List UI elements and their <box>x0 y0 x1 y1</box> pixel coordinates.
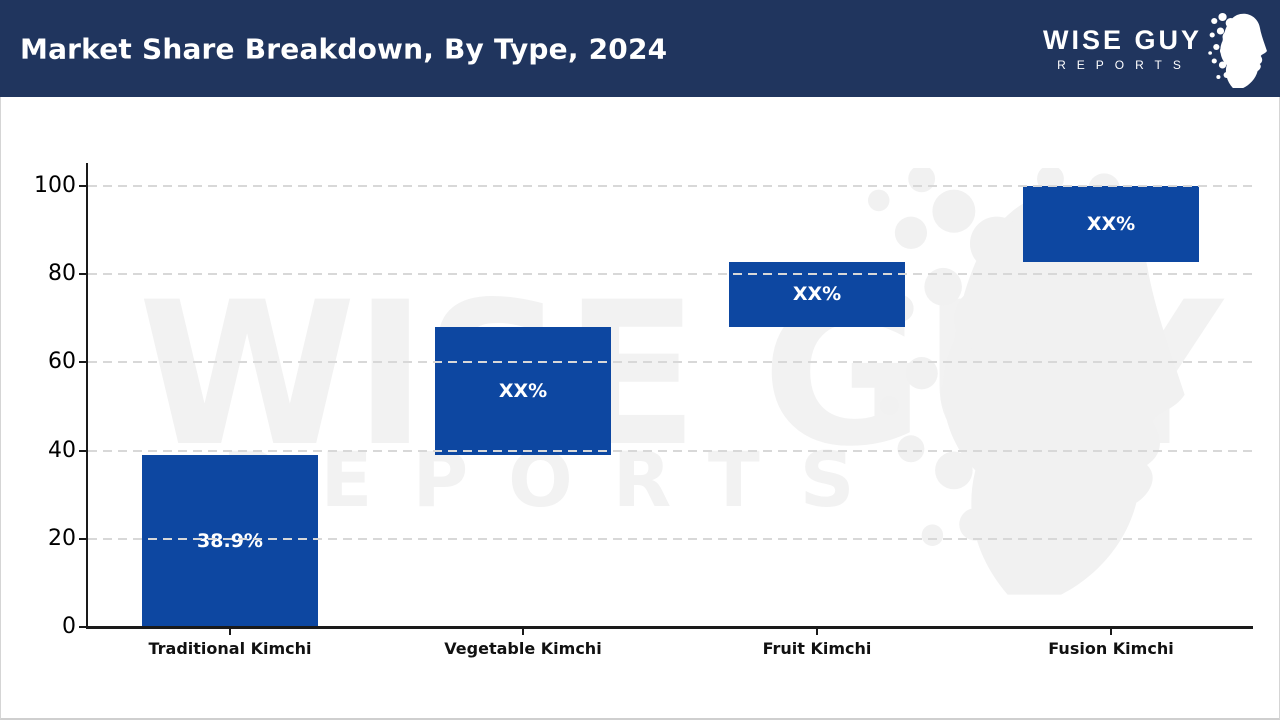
x-axis-category-label: Traditional Kimchi <box>148 639 312 658</box>
page-title: Market Share Breakdown, By Type, 2024 <box>20 32 668 65</box>
gridline <box>88 185 1253 187</box>
y-axis-tick <box>79 185 87 187</box>
gridline <box>88 273 1253 276</box>
y-axis-tick <box>79 273 87 276</box>
y-axis-tick <box>79 537 87 540</box>
y-axis-tick-label: 80 <box>48 261 76 287</box>
x-axis-tick <box>816 629 818 635</box>
waterfall-bar-fusion-kimchi: XX% <box>1023 186 1199 262</box>
bar-value-label: XX% <box>792 283 842 306</box>
logo-subtitle: REPORTS <box>1057 57 1192 72</box>
y-axis-tick <box>79 626 87 628</box>
logo-wordmark: WISE GUY <box>1042 25 1202 56</box>
x-axis-category-label: Fruit Kimchi <box>762 639 872 658</box>
header-bar: Market Share Breakdown, By Type, 2024 WI… <box>0 0 1280 97</box>
logo-text: WISE GUY REPORTS <box>1042 25 1202 72</box>
bar-value-label: XX% <box>1086 212 1136 235</box>
x-axis-line <box>86 626 1253 629</box>
bar-value-label: XX% <box>498 380 548 403</box>
y-axis-tick <box>79 361 87 364</box>
y-axis-line <box>86 163 88 629</box>
y-axis-tick <box>79 449 87 452</box>
gridline <box>88 537 1253 540</box>
waterfall-bar-vegetable-kimchi: XX% <box>435 327 611 456</box>
y-axis-tick-label: 0 <box>62 614 76 639</box>
x-axis-tick <box>229 629 231 635</box>
wiseguy-head-icon <box>1208 13 1267 88</box>
wiseguy-logo: WISE GUY REPORTS <box>1043 6 1268 92</box>
x-axis-tick <box>522 629 524 635</box>
bar-value-label: 38.9% <box>197 530 263 553</box>
waterfall-bar-fruit-kimchi: XX% <box>729 261 905 328</box>
gridline <box>88 449 1253 452</box>
gridline <box>88 361 1253 364</box>
x-axis-category-label: Vegetable Kimchi <box>444 639 602 658</box>
y-axis-tick-label: 20 <box>48 525 76 551</box>
y-axis-tick-label: 40 <box>48 437 76 463</box>
x-axis-tick <box>1110 629 1112 635</box>
y-axis-tick-label: 60 <box>48 349 76 375</box>
x-axis-category-label: Fusion Kimchi <box>1048 639 1174 658</box>
waterfall-bar-traditional-kimchi: 38.9% <box>142 455 318 627</box>
y-axis-tick-label: 100 <box>34 173 76 198</box>
